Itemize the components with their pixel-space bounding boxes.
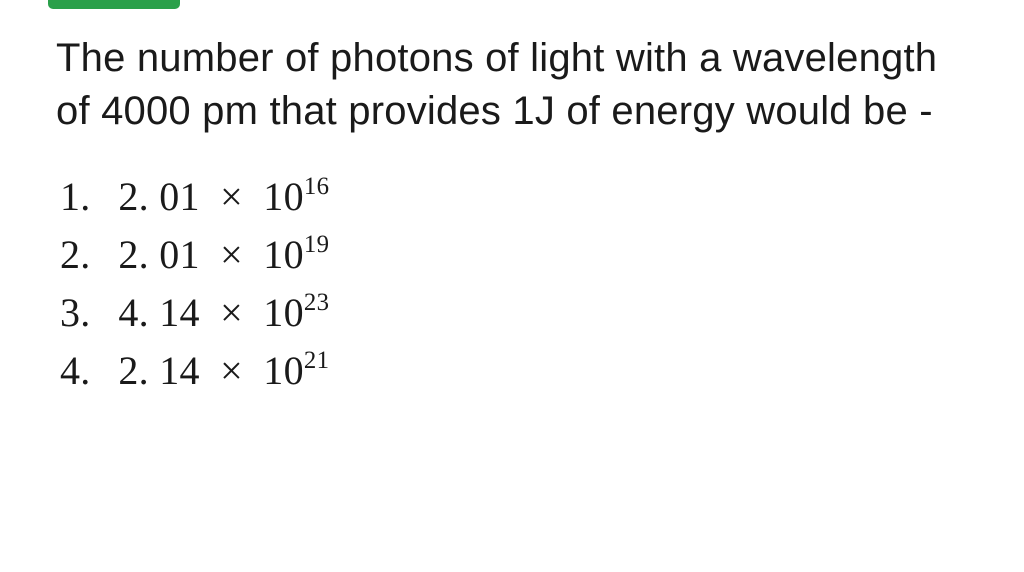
accent-bar — [48, 0, 180, 9]
option-exponent: 16 — [304, 173, 329, 200]
option-base: 10 — [263, 290, 304, 335]
multiply-icon: × — [220, 168, 243, 226]
option-index: 3. — [60, 284, 108, 342]
options-list: 1. 2. 01 × 1016 2. 2. 01 × 1019 3. 4. 14… — [56, 168, 968, 400]
option-mantissa: 2. 14 — [118, 348, 200, 393]
option-4[interactable]: 4. 2. 14 × 1021 — [60, 342, 968, 400]
option-index: 4. — [60, 342, 108, 400]
multiply-icon: × — [220, 226, 243, 284]
option-mantissa: 2. 01 — [118, 174, 200, 219]
option-base: 10 — [263, 174, 304, 219]
option-index: 2. — [60, 226, 108, 284]
option-index: 1. — [60, 168, 108, 226]
multiply-icon: × — [220, 342, 243, 400]
option-exponent: 19 — [304, 231, 329, 258]
option-mantissa: 2. 01 — [118, 232, 200, 277]
option-1[interactable]: 1. 2. 01 × 1016 — [60, 168, 968, 226]
question-text: The number of photons of light with a wa… — [56, 32, 968, 138]
option-exponent: 23 — [304, 289, 329, 316]
option-exponent: 21 — [304, 347, 329, 374]
multiply-icon: × — [220, 284, 243, 342]
option-2[interactable]: 2. 2. 01 × 1019 — [60, 226, 968, 284]
option-3[interactable]: 3. 4. 14 × 1023 — [60, 284, 968, 342]
page-root: The number of photons of light with a wa… — [0, 0, 1024, 572]
option-base: 10 — [263, 348, 304, 393]
option-mantissa: 4. 14 — [118, 290, 200, 335]
option-base: 10 — [263, 232, 304, 277]
